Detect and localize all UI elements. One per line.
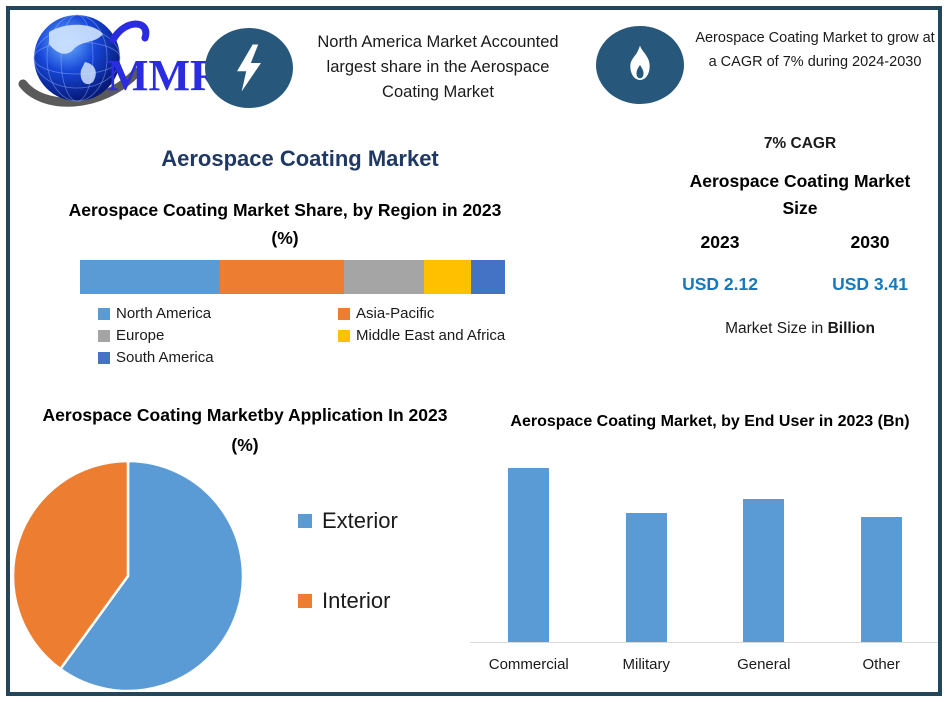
bar-commercial [508,468,550,642]
market-size-2023: USD 2.12 [682,274,758,294]
legend-label: South America [116,349,214,366]
enduser-labels: Commercial Military General Other [470,656,938,673]
region-chart-title: Aerospace Coating Market Share, by Regio… [68,200,502,248]
lightning-icon [237,44,261,92]
mmr-logo: MMR [15,10,223,112]
market-size-note-unit: Billion [827,320,875,337]
legend-item-europe: Europe [98,327,338,344]
bar-cell [823,465,939,642]
region-stacked-bar [80,260,505,294]
bar-label-commercial: Commercial [488,656,569,673]
page-title: Aerospace Coating Market [161,146,439,171]
logo-text: MMR [107,51,215,100]
legend-item-north-america: North America [98,305,338,322]
legend-label: Interior [322,588,391,613]
region-segment-europe [343,260,425,294]
bar-label-military: Military [622,656,671,673]
bar-other [860,517,902,642]
legend-item-south-america: South America [98,349,338,366]
legend-swatch [98,307,110,320]
legend-label: North America [116,305,212,322]
cagr-value: 7% CAGR [763,135,837,152]
enduser-plot [470,465,939,643]
legend-label: Asia-Pacific [356,305,435,322]
region-segment-asia-pacific [220,260,344,294]
legend-swatch [98,351,110,364]
flame-icon [630,45,650,80]
legend-item-middle-east-and-africa: Middle East and Africa [338,327,538,344]
legend-swatch [298,514,312,528]
enduser-chart-title: Aerospace Coating Market, by End User in… [510,413,910,430]
region-segment-middle-east-and-africa [424,260,471,294]
legend-swatch [338,329,350,342]
bar-label-other: Other [862,656,900,673]
globe-icon: MMR [18,14,223,107]
bar-general [743,499,785,642]
market-size-2030: USD 3.41 [832,274,908,294]
bar-cell [705,465,823,642]
lightning-badge [205,28,293,108]
region-legend: North America Asia-Pacific Europe Middle Ea… [98,305,538,366]
application-pie [11,459,245,692]
bar-cell [470,465,588,642]
market-size-note: Market Size in Billion [670,320,930,338]
legend-item-exterior: Exterior [298,508,398,534]
legend-item-asia-pacific: Asia-Pacific [338,305,538,322]
pie-slice-interior [11,459,130,671]
legend-label: Europe [116,327,165,344]
region-segment-south-america [471,260,505,294]
application-legend: Exterior Interior [298,508,398,614]
legend-swatch [338,307,350,320]
bar-cell [588,465,706,642]
callout-cagr: Aerospace Coating Market to grow at a CA… [695,30,935,70]
legend-item-interior: Interior [298,588,398,614]
region-segment-north-america [80,260,221,294]
pie-slice-exterior [59,459,245,692]
legend-label: Exterior [322,508,398,533]
legend-label: Middle East and Africa [356,327,506,344]
year-end: 2030 [850,232,890,252]
application-chart-title: Aerospace Coating Marketby Application I… [42,405,448,455]
bar-military [625,513,667,642]
year-start: 2023 [700,232,740,252]
market-size-title: Aerospace Coating Market Size [689,171,911,218]
legend-swatch [98,329,110,342]
bar-label-general: General [737,656,791,673]
flame-badge [596,26,684,104]
market-size-note-prefix: Market Size in [725,320,828,337]
callout-north-america: North America Market Accounted largest s… [317,33,559,101]
legend-swatch [298,594,312,608]
infographic-canvas: MMR North America Market Accounted large… [6,6,942,696]
